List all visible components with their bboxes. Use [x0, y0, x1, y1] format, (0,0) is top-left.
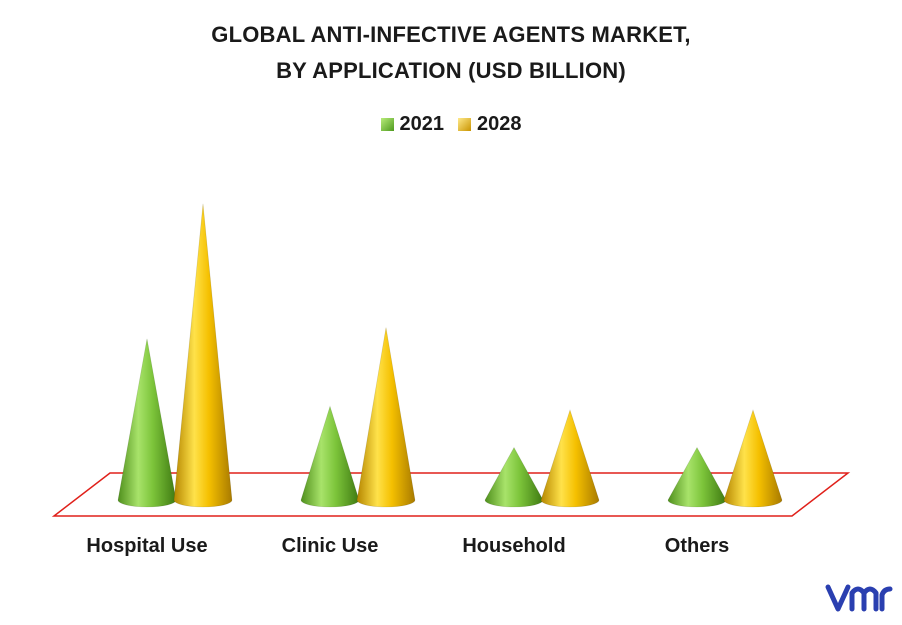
cone-2028-clinic-use: [356, 327, 416, 508]
cone-2028-household: [540, 409, 600, 508]
x-tick-label-hospital-use: Hospital Use: [86, 535, 207, 557]
vmr-logo-icon: [825, 584, 893, 612]
x-tick-label-others: Others: [665, 535, 729, 557]
legend-label-2028: 2028: [477, 113, 522, 135]
legend-item-2028: 2028: [458, 113, 522, 136]
cone-2028-hospital-use: [173, 203, 233, 508]
legend-swatch-2021: [380, 118, 394, 131]
cone-2021-hospital-use: [117, 338, 177, 508]
chart-subtitle: BY APPLICATION (USD BILLION): [276, 58, 626, 83]
legend: 2021 2028: [0, 113, 902, 136]
legend-swatch-2028: [458, 118, 471, 131]
legend-item-2021: 2021: [380, 113, 445, 136]
x-tick-label-clinic-use: Clinic Use: [282, 535, 379, 557]
chart-title: GLOBAL ANTI-INFECTIVE AGENTS MARKET,: [211, 22, 691, 47]
cone-2021-household: [484, 446, 544, 508]
cone-2021-others: [667, 446, 727, 508]
x-tick-label-household: Household: [462, 535, 565, 557]
legend-label-2021: 2021: [399, 113, 445, 135]
chart-floor: [51, 472, 851, 517]
cone-2028-others: [723, 409, 783, 508]
cone-2021-clinic-use: [300, 405, 360, 508]
